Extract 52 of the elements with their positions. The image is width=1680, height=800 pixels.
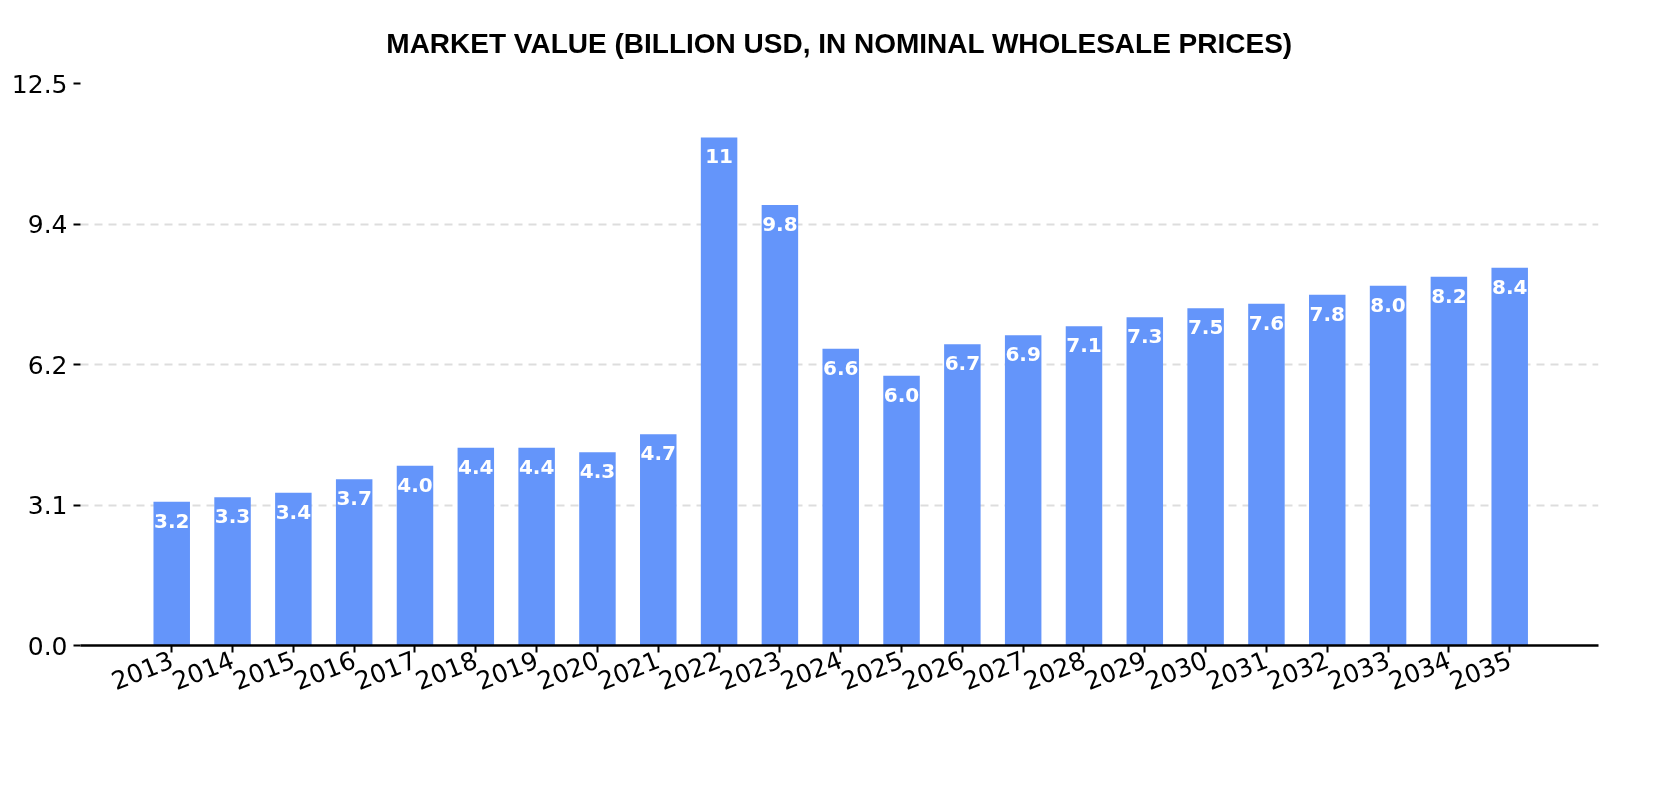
data-label: 7.5 bbox=[1187, 315, 1224, 340]
data-label: 7.1 bbox=[1066, 333, 1102, 358]
bar bbox=[335, 479, 373, 646]
data-label: 4.7 bbox=[640, 441, 676, 466]
bar bbox=[1309, 294, 1346, 646]
data-label: 7.8 bbox=[1309, 301, 1345, 326]
bar bbox=[1248, 303, 1285, 646]
bar bbox=[944, 344, 981, 646]
bar bbox=[396, 465, 434, 646]
y-tick-label: 0.0 bbox=[27, 631, 68, 661]
data-label: 6.6 bbox=[823, 355, 859, 380]
data-label: 3.2 bbox=[154, 508, 190, 533]
bar bbox=[1065, 326, 1103, 646]
bar bbox=[761, 204, 799, 646]
data-label: 4.4 bbox=[458, 454, 494, 479]
data-label: 11 bbox=[705, 144, 734, 169]
y-tick-label: 12.5 bbox=[11, 69, 68, 99]
bar bbox=[275, 492, 312, 646]
bar bbox=[883, 375, 920, 646]
data-label: 8.4 bbox=[1491, 274, 1528, 299]
y-tick-label: 9.4 bbox=[27, 210, 68, 239]
y-tick-label: 6.2 bbox=[27, 350, 68, 380]
bar bbox=[1126, 317, 1164, 646]
data-label: 3.4 bbox=[275, 499, 312, 524]
bar bbox=[579, 452, 616, 646]
bar bbox=[457, 447, 495, 646]
data-label: 7.3 bbox=[1127, 324, 1163, 349]
bar bbox=[640, 434, 677, 646]
data-label: 7.6 bbox=[1248, 310, 1285, 335]
data-label: 9.8 bbox=[762, 211, 798, 236]
chart-title: MARKET VALUE (BILLION USD, IN NOMINAL WHOLESALE PRICES) bbox=[386, 27, 1293, 59]
data-label: 8.0 bbox=[1370, 292, 1406, 317]
bar bbox=[214, 497, 251, 646]
data-label: 6.0 bbox=[883, 382, 920, 407]
bar bbox=[1187, 308, 1224, 646]
data-label: 4.0 bbox=[397, 472, 433, 497]
bar bbox=[700, 137, 738, 646]
bar bbox=[1430, 276, 1468, 646]
bar bbox=[1491, 267, 1528, 646]
data-label: 4.4 bbox=[518, 454, 555, 479]
y-tick-label: 3.1 bbox=[27, 491, 68, 520]
data-label: 3.7 bbox=[336, 486, 372, 511]
bar bbox=[1369, 285, 1407, 646]
data-label: 8.2 bbox=[1431, 283, 1467, 308]
data-label: 3.3 bbox=[214, 504, 251, 529]
bar bbox=[518, 447, 555, 646]
bar bbox=[153, 501, 190, 646]
bar bbox=[822, 348, 859, 646]
data-label: 6.9 bbox=[1005, 342, 1041, 367]
data-label: 6.7 bbox=[944, 351, 981, 376]
data-label: 4.3 bbox=[579, 459, 616, 484]
bar bbox=[1004, 335, 1042, 646]
